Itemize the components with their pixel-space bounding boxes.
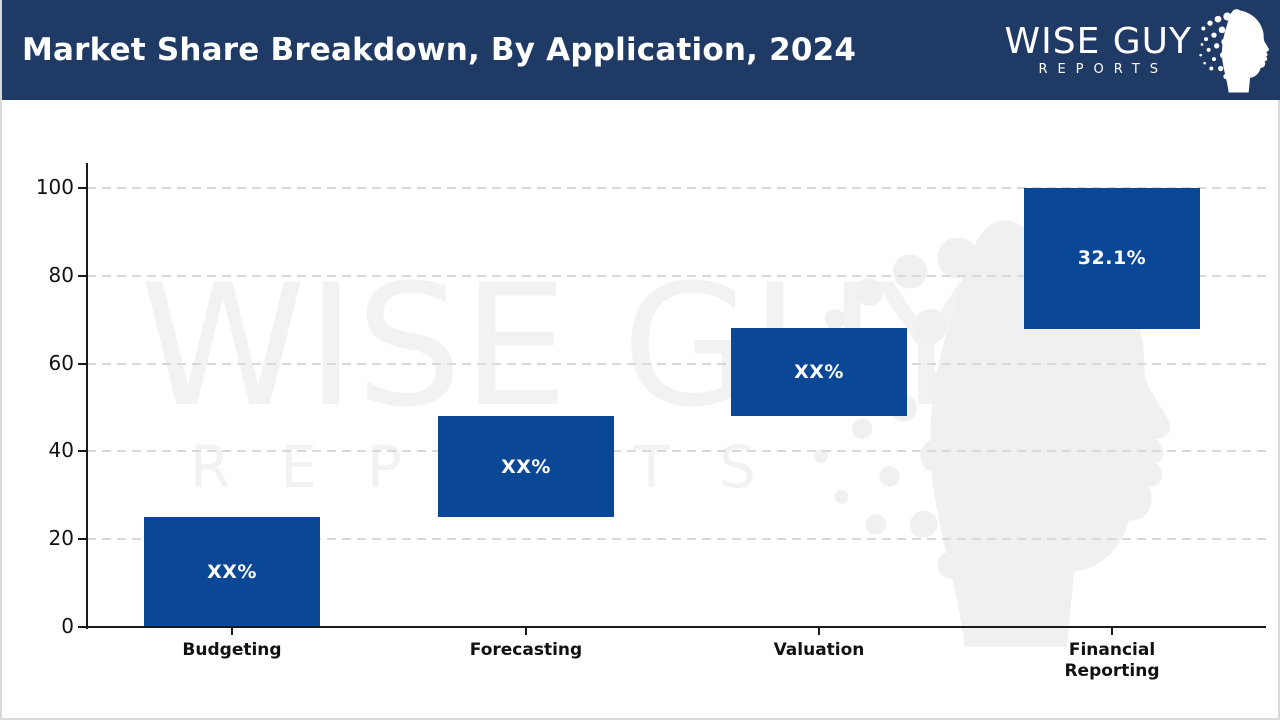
y-axis-tick [78,274,86,277]
x-axis-category-label: Budgeting [182,640,282,660]
page-title: Market Share Breakdown, By Application, … [22,32,857,68]
x-axis-category-label: Valuation [773,640,865,660]
bar-valuation: XX% [731,328,907,417]
bar-value-label: 32.1% [1077,247,1147,270]
bar-budgeting: XX% [144,517,320,627]
x-axis-tick [818,628,820,635]
logo-reports-label: REPORTS [1038,62,1169,77]
logo-wiseguy-label: WISE GUY [1004,21,1192,62]
y-axis-tick-label: 40 [48,438,74,463]
gridline [87,538,1266,541]
wise-guy-reports-logo: WISE GUY REPORTS [1005,0,1275,100]
bar-value-label: XX% [794,361,844,384]
x-axis-category-label: Financial Reporting [1064,640,1160,682]
x-axis-tick [525,628,527,635]
header-bar: Market Share Breakdown, By Application, … [2,0,1280,100]
y-axis-tick-label: 80 [48,262,74,287]
logo-text: WISE GUY REPORTS [1004,21,1193,77]
x-axis-tick [1111,628,1113,635]
y-axis-tick-label: 60 [48,350,74,375]
y-axis-tick [78,626,86,628]
gridline [87,274,1266,277]
logo-head-icon [1199,8,1269,93]
bar-financial-reporting: 32.1% [1024,188,1200,329]
y-axis-tick [78,362,86,365]
gridline [87,362,1266,365]
x-axis-tick [231,628,233,635]
gridline [87,450,1266,453]
y-axis-line [85,163,88,629]
y-axis-tick-label: 0 [61,614,74,638]
y-axis-tick [78,538,86,541]
gridline [87,187,1266,189]
bar-value-label: XX% [207,561,257,584]
bar-forecasting: XX% [438,416,614,518]
bar-value-label: XX% [501,455,551,478]
x-axis-line [85,625,1266,628]
y-axis-tick-label: 20 [48,526,74,551]
y-axis-tick-label: 100 [35,175,74,199]
x-axis-category-label: Forecasting [469,640,583,660]
y-axis-tick [78,450,86,453]
y-axis-tick [78,187,86,189]
